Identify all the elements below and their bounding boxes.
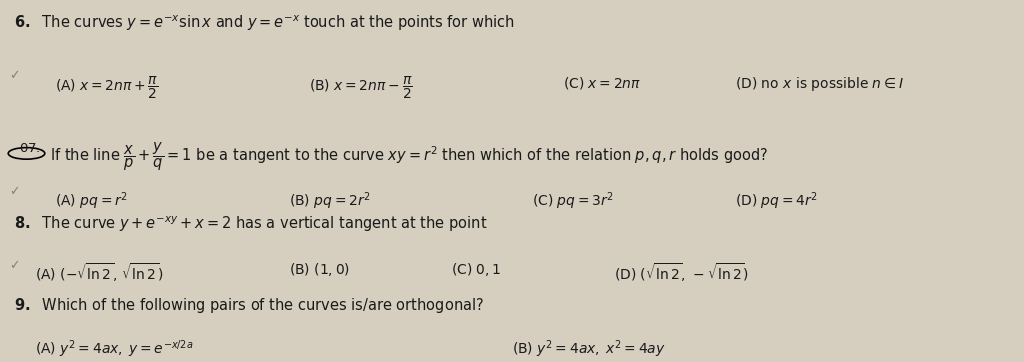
- Text: (A) $y^2=4ax,\; y=e^{-x/2a}$: (A) $y^2=4ax,\; y=e^{-x/2a}$: [35, 338, 193, 359]
- Text: (A) $(-\sqrt{\ln 2},\,\sqrt{\ln 2})$: (A) $(-\sqrt{\ln 2},\,\sqrt{\ln 2})$: [35, 261, 163, 284]
- Text: $\checkmark$: $\checkmark$: [9, 184, 19, 197]
- Text: $\checkmark$: $\checkmark$: [9, 68, 19, 81]
- Text: $\mathbf{8.}$  The curve $y+e^{-xy}+x=2$ has a vertical tangent at the point: $\mathbf{8.}$ The curve $y+e^{-xy}+x=2$ …: [14, 214, 487, 234]
- Text: (D) $pq = 4r^2$: (D) $pq = 4r^2$: [735, 190, 818, 212]
- Text: (A) $x = 2n\pi+\dfrac{\pi}{2}$: (A) $x = 2n\pi+\dfrac{\pi}{2}$: [55, 75, 159, 101]
- Text: $07.$: $07.$: [19, 142, 41, 155]
- Text: $\mathbf{9.}$  Which of the following pairs of the curves is/are orthogonal?: $\mathbf{9.}$ Which of the following pai…: [14, 296, 484, 315]
- Text: (A) $pq = r^2$: (A) $pq = r^2$: [55, 190, 128, 212]
- Text: (B) $y^2=4ax,\; x^2=4ay$: (B) $y^2=4ax,\; x^2=4ay$: [512, 338, 666, 359]
- Text: (B) $(1, 0)$: (B) $(1, 0)$: [289, 261, 349, 278]
- Text: (C) $0, 1$: (C) $0, 1$: [451, 261, 502, 278]
- Text: (C) $x = 2n\pi$: (C) $x = 2n\pi$: [563, 75, 641, 91]
- Text: (B) $pq = 2r^2$: (B) $pq = 2r^2$: [289, 190, 371, 212]
- Text: (B) $x = 2n\pi-\dfrac{\pi}{2}$: (B) $x = 2n\pi-\dfrac{\pi}{2}$: [309, 75, 413, 101]
- Text: If the line $\dfrac{x}{p}+\dfrac{y}{q}=1$ be a tangent to the curve $xy=r^2$ the: If the line $\dfrac{x}{p}+\dfrac{y}{q}=1…: [50, 140, 768, 173]
- Text: (D) $(\sqrt{\ln 2},\,-\sqrt{\ln 2})$: (D) $(\sqrt{\ln 2},\,-\sqrt{\ln 2})$: [613, 261, 749, 284]
- Text: (D) no $x$ is possible $n\in I$: (D) no $x$ is possible $n\in I$: [735, 75, 904, 93]
- Text: $\checkmark$: $\checkmark$: [9, 258, 19, 271]
- Text: (C) $pq = 3r^2$: (C) $pq = 3r^2$: [532, 190, 614, 212]
- Text: $\mathbf{6.}$  The curves $y=e^{-x}\sin x$ and $y=e^{-x}$ touch at the points fo: $\mathbf{6.}$ The curves $y=e^{-x}\sin x…: [14, 14, 515, 33]
